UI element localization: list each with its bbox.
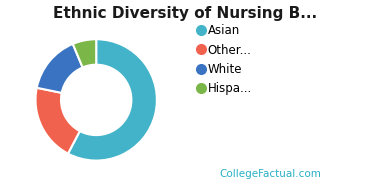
Text: .7%: .7% bbox=[98, 100, 116, 110]
Legend: Asian, Other..., White, Hispa...: Asian, Other..., White, Hispa... bbox=[198, 24, 252, 95]
Text: CollegeFactual.com: CollegeFactual.com bbox=[219, 169, 321, 179]
Wedge shape bbox=[37, 44, 83, 93]
Wedge shape bbox=[73, 39, 96, 67]
Wedge shape bbox=[36, 88, 80, 154]
Text: Ethnic Diversity of Nursing B...: Ethnic Diversity of Nursing B... bbox=[53, 6, 317, 21]
Wedge shape bbox=[68, 39, 157, 161]
